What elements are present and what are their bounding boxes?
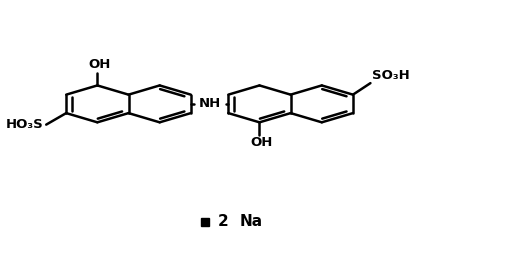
Text: Na: Na	[240, 214, 263, 229]
Text: HO₃S: HO₃S	[6, 118, 44, 131]
Text: NH: NH	[199, 97, 221, 110]
Text: SO₃H: SO₃H	[372, 69, 410, 82]
Text: 2: 2	[217, 214, 228, 229]
Text: OH: OH	[89, 58, 111, 71]
Text: OH: OH	[251, 136, 273, 149]
